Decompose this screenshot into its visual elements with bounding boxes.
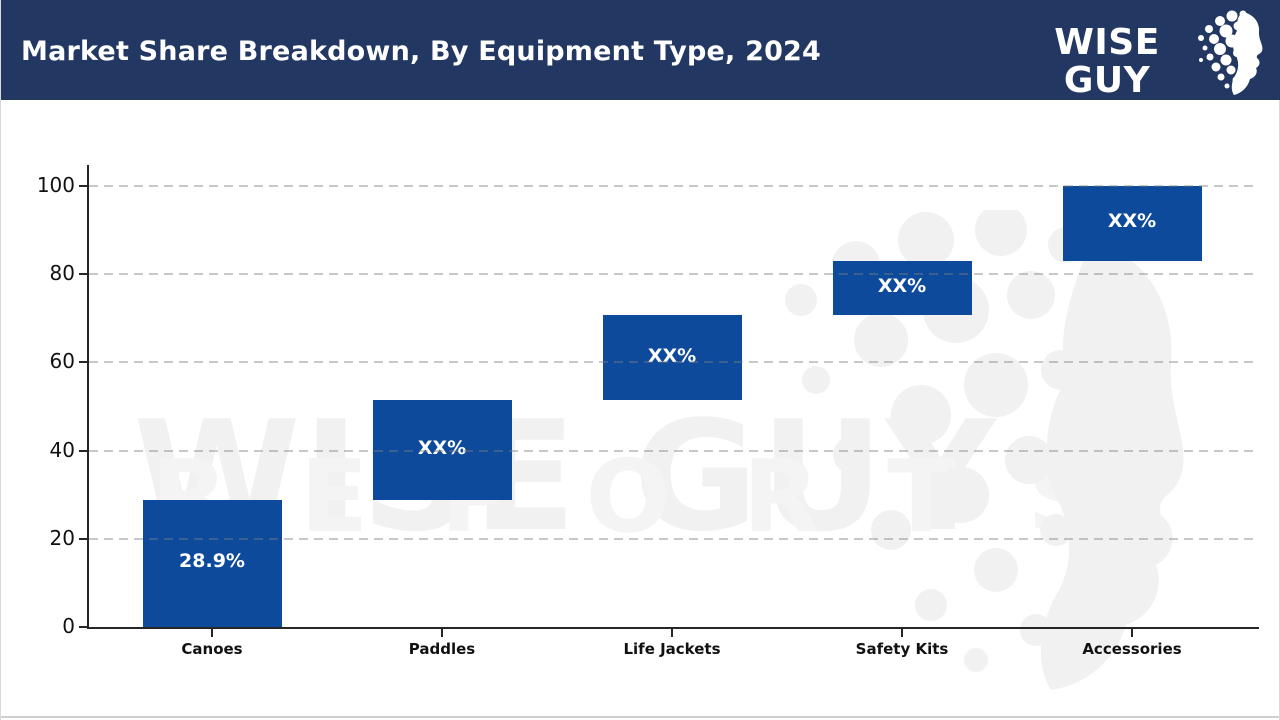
x-tick-paddles: [441, 629, 443, 637]
bar-life-jackets: XX%: [602, 315, 742, 401]
bar-value-label-paddles: XX%: [417, 436, 467, 459]
page-title: Market Share Breakdown, By Equipment Typ…: [21, 36, 822, 67]
y-tick-label-100: 100: [36, 173, 75, 197]
y-axis-line: [87, 165, 89, 629]
x-tick-accessories: [1131, 629, 1133, 637]
bar-value-label-accessories: XX%: [1107, 210, 1157, 233]
bottom-border: [1, 716, 1279, 718]
x-tick-canoes: [211, 629, 213, 637]
gridline-40: [89, 449, 1257, 452]
y-tick-0: [79, 626, 87, 628]
wise-guy-reports-logo: WISE GUY R E P O R T S: [1017, 6, 1267, 116]
x-tick-safety-kits: [901, 629, 903, 637]
y-tick-40: [79, 449, 87, 452]
gridline-80: [89, 273, 1257, 276]
x-category-label-canoes: Canoes: [181, 640, 243, 658]
x-category-label-accessories: Accessories: [1082, 640, 1182, 658]
watermark-face-dots: [785, 210, 1184, 690]
bar-value-label-life-jackets: XX%: [647, 344, 697, 367]
y-tick-100: [79, 185, 87, 187]
header-banner: Market Share Breakdown, By Equipment Typ…: [1, 0, 1280, 116]
bar-paddles: XX%: [372, 400, 512, 500]
logo-text: WISE GUY R E P O R T S: [1017, 24, 1197, 116]
x-axis-line: [87, 627, 1259, 629]
x-category-label-safety-kits: Safety Kits: [855, 640, 949, 658]
logo-face-icon: [1198, 10, 1263, 95]
bar-safety-kits: XX%: [832, 260, 972, 316]
bar-value-label-safety-kits: XX%: [877, 275, 927, 298]
y-tick-label-0: 0: [62, 614, 75, 638]
y-tick-60: [79, 361, 87, 364]
logo-subtitle: R E P O R T S: [1022, 101, 1192, 116]
gridline-20: [89, 537, 1257, 540]
y-tick-20: [79, 537, 87, 540]
x-tick-life-jackets: [671, 629, 673, 637]
y-tick-label-60: 60: [49, 349, 75, 374]
y-tick-label-20: 20: [49, 525, 75, 550]
bar-value-label-canoes: 28.9%: [179, 550, 245, 573]
y-tick-label-80: 80: [49, 261, 75, 286]
y-tick-80: [79, 273, 87, 276]
bar-accessories: XX%: [1062, 186, 1202, 261]
x-category-label-paddles: Paddles: [408, 640, 476, 658]
gridline-100: [89, 185, 1257, 187]
gridline-60: [89, 361, 1257, 364]
bar-canoes: 28.9%: [142, 499, 282, 627]
x-category-label-life-jackets: Life Jackets: [623, 640, 721, 658]
y-tick-label-40: 40: [49, 437, 75, 462]
logo-wordmark: WISE GUY: [1054, 22, 1160, 101]
chart-area: WISE GUY REPORTS 0 20 40 60 80 100 28.9% Canoes…: [1, 100, 1280, 716]
